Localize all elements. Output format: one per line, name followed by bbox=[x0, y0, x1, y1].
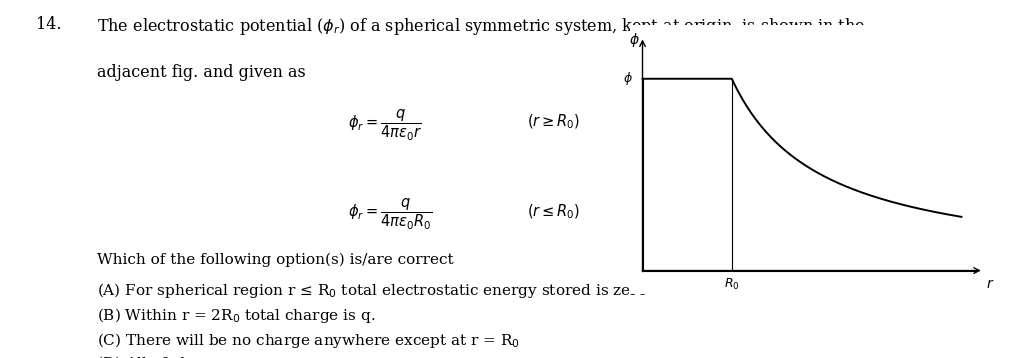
Text: $R_0$: $R_0$ bbox=[724, 276, 739, 291]
Text: (A) For spherical region r ≤ R$_0$ total electrostatic energy stored is zero: (A) For spherical region r ≤ R$_0$ total… bbox=[97, 281, 647, 300]
Text: $(r \leq R_0)$: $(r \leq R_0)$ bbox=[527, 202, 581, 221]
Text: (B) Within r = 2R$_0$ total charge is q.: (B) Within r = 2R$_0$ total charge is q. bbox=[97, 306, 376, 325]
Text: adjacent fig. and given as: adjacent fig. and given as bbox=[97, 64, 306, 81]
Text: $(r \geq R_0)$: $(r \geq R_0)$ bbox=[527, 113, 581, 131]
Text: (D) All of above: (D) All of above bbox=[97, 356, 217, 358]
Text: $\phi$: $\phi$ bbox=[624, 70, 633, 87]
Text: $\phi$: $\phi$ bbox=[629, 32, 640, 49]
Text: 14.: 14. bbox=[36, 16, 61, 33]
Text: The electrostatic potential ($\phi_r$) of a spherical symmetric system, kept at : The electrostatic potential ($\phi_r$) o… bbox=[97, 16, 865, 37]
Text: (C) There will be no charge anywhere except at r = R$_0$: (C) There will be no charge anywhere exc… bbox=[97, 331, 520, 350]
Text: $\phi_r = \dfrac{q}{4\pi\varepsilon_0 r}$: $\phi_r = \dfrac{q}{4\pi\varepsilon_0 r}… bbox=[348, 107, 422, 142]
Text: $r$: $r$ bbox=[986, 277, 994, 291]
Text: Which of the following option(s) is/are correct: Which of the following option(s) is/are … bbox=[97, 252, 454, 267]
Text: $\phi_r = \dfrac{q}{4\pi\varepsilon_0 R_0}$: $\phi_r = \dfrac{q}{4\pi\varepsilon_0 R_… bbox=[348, 197, 432, 232]
